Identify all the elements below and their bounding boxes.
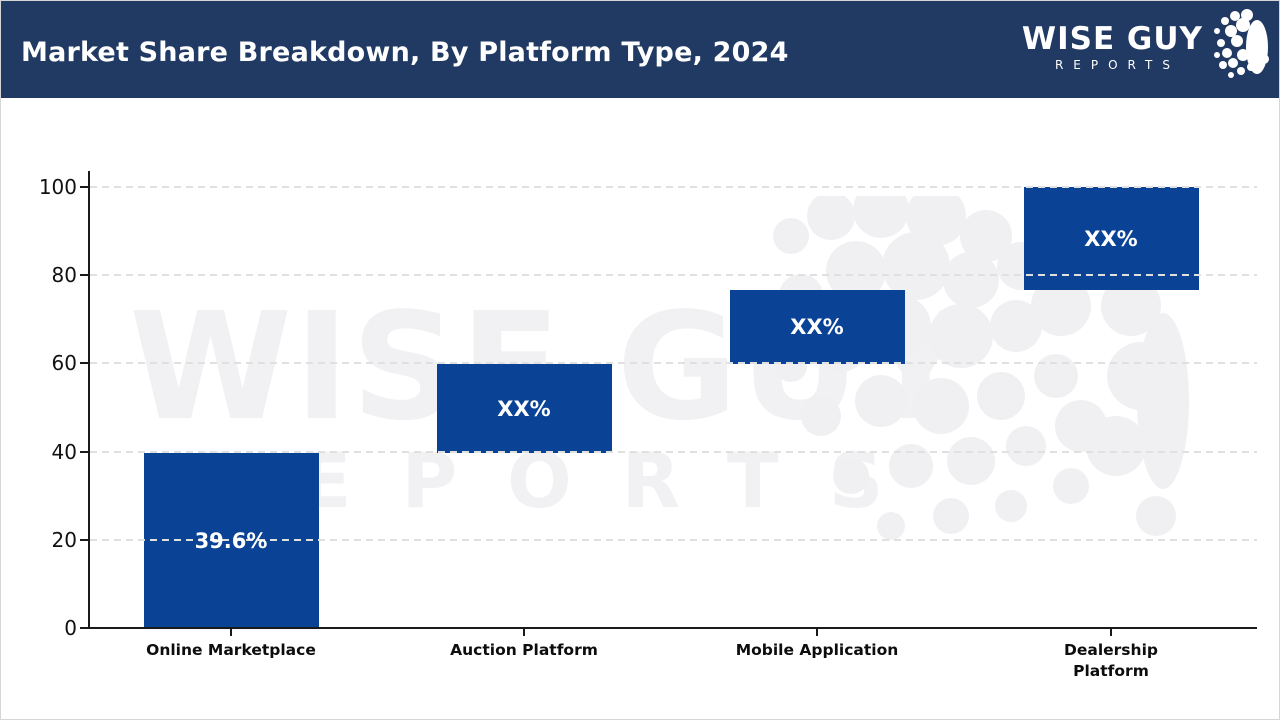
bar-value-online-marketplace: 39.6% xyxy=(144,453,319,628)
y-tick-mark-80 xyxy=(80,274,89,277)
bar-value-label: XX% xyxy=(1084,226,1138,251)
bar-value-label: XX% xyxy=(790,315,844,340)
logo-subtext: REPORTS xyxy=(1054,58,1180,72)
x-label-auction-platform: Auction Platform xyxy=(450,641,598,659)
bar-value-dealership-platform: XX% xyxy=(1024,187,1199,290)
wise-guy-reports-logo: WISE GUY REPORTS xyxy=(1022,9,1269,85)
y-tick-mark-40 xyxy=(80,450,89,453)
face-profile-icon xyxy=(1214,9,1269,78)
gridline-40 xyxy=(90,450,1257,453)
header: Market Share Breakdown, By Platform Type… xyxy=(1,1,1279,98)
y-axis xyxy=(88,171,90,628)
y-tick-mark-20 xyxy=(80,538,89,541)
bar-dealership-platform xyxy=(1023,187,1199,291)
x-tick-mark-3 xyxy=(816,629,818,636)
gridline-20 xyxy=(90,538,1257,541)
x-tick-mark-1 xyxy=(230,629,232,636)
x-label-online-marketplace: Online Marketplace xyxy=(146,641,316,659)
page-title: Market Share Breakdown, By Platform Type… xyxy=(21,37,789,68)
bar-auction-platform xyxy=(436,364,612,454)
bar-mobile-application xyxy=(729,290,905,365)
x-tick-mark-4 xyxy=(1110,629,1112,636)
bar-value-label: XX% xyxy=(497,396,551,421)
y-tick-label-100: 100 xyxy=(38,175,77,199)
gridline-80 xyxy=(90,274,1257,277)
y-tick-label-20: 20 xyxy=(51,527,77,552)
x-label-mobile-application: Mobile Application xyxy=(735,641,899,659)
watermark-face-dots-graphic xyxy=(773,196,1189,540)
bar-value-auction-platform: XX% xyxy=(437,364,612,453)
x-label-dealership-platform: Dealership Platform xyxy=(1064,641,1158,680)
y-tick-mark-100 xyxy=(80,186,89,188)
bar-value-label: 39.6% xyxy=(194,528,268,553)
y-tick-label-40: 40 xyxy=(51,439,77,464)
gridline-100 xyxy=(90,186,1257,188)
y-tick-mark-0 xyxy=(80,627,89,629)
x-tick-mark-2 xyxy=(523,629,525,636)
bar-value-mobile-application: XX% xyxy=(730,290,905,364)
logo-text: WISE GUY REPORTS xyxy=(1022,22,1203,72)
x-axis xyxy=(88,627,1257,629)
y-tick-mark-60 xyxy=(80,362,89,365)
y-tick-label-80: 80 xyxy=(51,263,77,288)
gridline-60 xyxy=(90,362,1257,365)
logo-wordmark: WISE GUY xyxy=(1021,21,1203,57)
y-tick-label-0: 0 xyxy=(64,616,77,640)
y-tick-label-60: 60 xyxy=(51,351,77,376)
